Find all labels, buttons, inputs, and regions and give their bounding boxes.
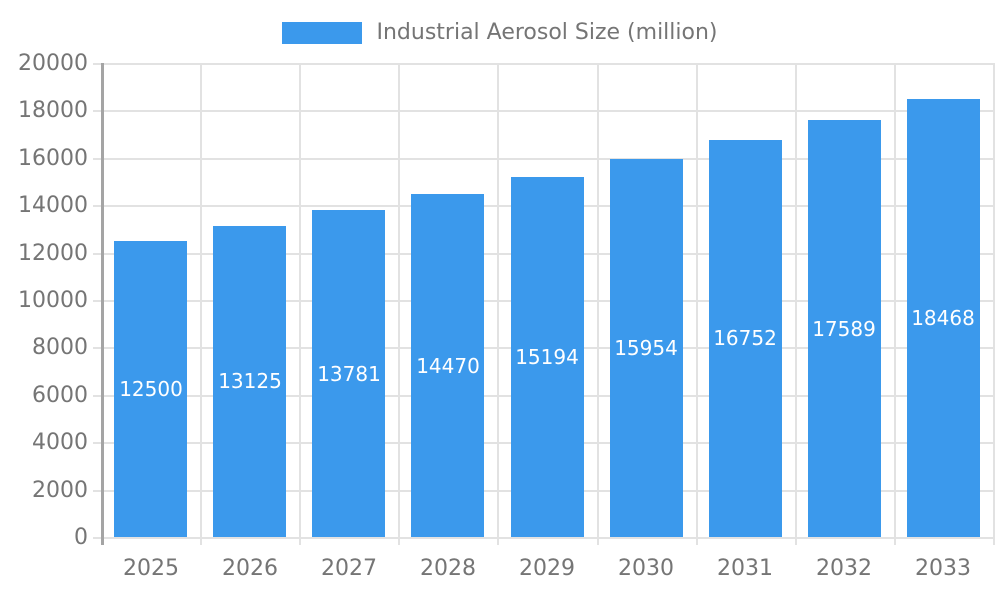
bar-2029[interactable] (511, 177, 584, 537)
legend: Industrial Aerosol Size (million) (0, 20, 1000, 45)
y-axis-tick-label: 18000 (18, 98, 88, 123)
y-axis-tick-label: 16000 (18, 146, 88, 171)
bar-value-label: 15194 (515, 345, 579, 369)
y-axis-tick-label: 6000 (32, 383, 88, 408)
y-axis-tick (93, 537, 101, 539)
y-axis-tick (93, 300, 101, 302)
bar-value-label: 14470 (416, 354, 480, 378)
y-axis-tick-label: 10000 (18, 288, 88, 313)
y-axis-tick (93, 205, 101, 207)
x-axis-tick (398, 537, 400, 545)
gridline-horizontal (101, 158, 993, 160)
gridline-horizontal (101, 63, 993, 65)
bar-value-label: 15954 (614, 336, 678, 360)
x-axis-tick (299, 537, 301, 545)
gridline-horizontal (101, 110, 993, 112)
y-axis-tick-label: 4000 (32, 430, 88, 455)
y-axis-tick-label: 0 (74, 525, 88, 550)
gridline-vertical (497, 63, 499, 537)
bar-value-label: 13125 (218, 369, 282, 393)
y-axis-tick (93, 442, 101, 444)
gridline-vertical (299, 63, 301, 537)
y-axis-tick-label: 2000 (32, 478, 88, 503)
x-axis-tick-label: 2033 (915, 556, 971, 581)
bar-2027[interactable] (312, 210, 385, 537)
bar-2032[interactable] (808, 120, 881, 537)
y-axis-tick-label: 12000 (18, 241, 88, 266)
x-axis-tick-label: 2027 (321, 556, 377, 581)
bar-2025[interactable] (114, 241, 187, 537)
y-axis-tick (93, 253, 101, 255)
y-axis-line (101, 63, 104, 545)
bar-value-label: 16752 (713, 326, 777, 350)
y-axis-tick (93, 395, 101, 397)
x-axis-tick-label: 2025 (123, 556, 179, 581)
bar-value-label: 18468 (911, 306, 975, 330)
x-axis-tick-label: 2032 (816, 556, 872, 581)
bar-value-label: 12500 (119, 377, 183, 401)
gridline-vertical (398, 63, 400, 537)
bar-2028[interactable] (411, 194, 484, 537)
legend-label[interactable]: Industrial Aerosol Size (million) (376, 20, 718, 45)
gridline-vertical (597, 63, 599, 537)
gridline-horizontal (101, 537, 993, 539)
gridline-vertical (993, 63, 995, 537)
x-axis-tick (497, 537, 499, 545)
bar-2026[interactable] (213, 226, 286, 537)
y-axis-tick (93, 110, 101, 112)
x-axis-tick (200, 537, 202, 545)
y-axis-tick-label: 14000 (18, 193, 88, 218)
x-axis-tick-label: 2029 (519, 556, 575, 581)
x-axis-tick-label: 2026 (222, 556, 278, 581)
y-axis-tick (93, 158, 101, 160)
gridline-vertical (696, 63, 698, 537)
bar-2033[interactable] (907, 99, 980, 537)
y-axis-tick (93, 347, 101, 349)
bar-value-label: 13781 (317, 362, 381, 386)
y-axis-tick (93, 490, 101, 492)
bar-value-label: 17589 (812, 317, 876, 341)
x-axis-tick-label: 2031 (717, 556, 773, 581)
x-axis-tick (894, 537, 896, 545)
gridline-vertical (795, 63, 797, 537)
x-axis-tick (795, 537, 797, 545)
x-axis-tick (696, 537, 698, 545)
bar-2030[interactable] (610, 159, 683, 537)
y-axis-tick-label: 8000 (32, 335, 88, 360)
y-axis-tick-label: 20000 (18, 51, 88, 76)
x-axis-tick-label: 2028 (420, 556, 476, 581)
x-axis-tick (993, 537, 995, 545)
bar-2031[interactable] (709, 140, 782, 537)
gridline-vertical (894, 63, 896, 537)
gridline-vertical (200, 63, 202, 537)
y-axis-tick (93, 63, 101, 65)
legend-swatch[interactable] (282, 21, 363, 44)
x-axis-tick (597, 537, 599, 545)
x-axis-tick-label: 2030 (618, 556, 674, 581)
